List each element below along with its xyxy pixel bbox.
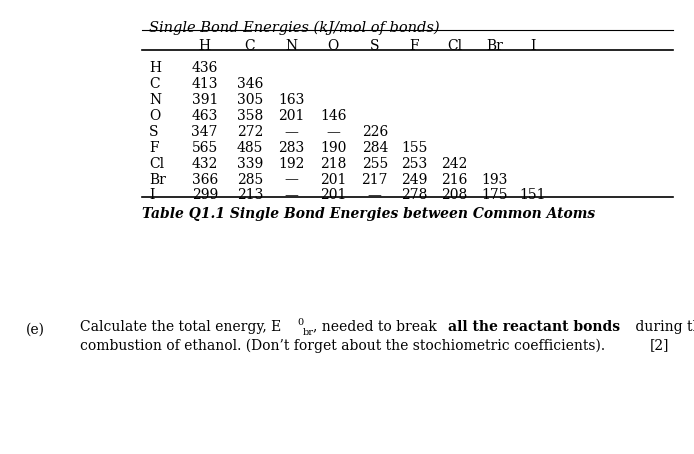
Text: 193: 193 xyxy=(482,173,508,187)
Text: 565: 565 xyxy=(192,141,218,155)
Text: 146: 146 xyxy=(320,109,346,123)
Text: 208: 208 xyxy=(441,188,468,202)
Text: O: O xyxy=(328,39,339,53)
Text: all the reactant bonds: all the reactant bonds xyxy=(448,320,620,334)
Text: 255: 255 xyxy=(362,157,388,171)
Text: 283: 283 xyxy=(278,141,305,155)
Text: 305: 305 xyxy=(237,93,263,107)
Text: 0: 0 xyxy=(297,318,303,327)
Text: Br: Br xyxy=(149,173,166,187)
Text: 242: 242 xyxy=(441,157,468,171)
Text: 226: 226 xyxy=(362,125,388,139)
Text: N: N xyxy=(149,93,161,107)
Text: Cl: Cl xyxy=(149,157,164,171)
Text: 432: 432 xyxy=(192,157,218,171)
Text: O: O xyxy=(149,109,160,123)
Text: [2]: [2] xyxy=(650,338,670,352)
Text: (e): (e) xyxy=(26,322,45,336)
Text: 391: 391 xyxy=(192,93,218,107)
Text: I: I xyxy=(530,39,536,53)
Text: 217: 217 xyxy=(362,173,388,187)
Text: 155: 155 xyxy=(401,141,428,155)
Text: 436: 436 xyxy=(192,61,218,75)
Text: 284: 284 xyxy=(362,141,388,155)
Text: combustion of ethanol. (Don’t forget about the stochiometric coefficients).: combustion of ethanol. (Don’t forget abo… xyxy=(80,338,605,353)
Text: S: S xyxy=(149,125,159,139)
Text: F: F xyxy=(149,141,159,155)
Text: 249: 249 xyxy=(401,173,428,187)
Text: 413: 413 xyxy=(192,77,218,91)
Text: 163: 163 xyxy=(278,93,305,107)
Text: S: S xyxy=(370,39,380,53)
Text: 190: 190 xyxy=(320,141,346,155)
Text: Calculate the total energy, E: Calculate the total energy, E xyxy=(80,320,281,334)
Text: 347: 347 xyxy=(192,125,218,139)
Text: —: — xyxy=(285,173,298,187)
Text: , needed to break: , needed to break xyxy=(313,320,441,334)
Text: during the: during the xyxy=(632,320,694,334)
Text: 358: 358 xyxy=(237,109,263,123)
Text: 201: 201 xyxy=(278,109,305,123)
Text: 272: 272 xyxy=(237,125,263,139)
Text: 278: 278 xyxy=(401,188,428,202)
Text: 175: 175 xyxy=(482,188,508,202)
Text: C: C xyxy=(149,77,160,91)
Text: 299: 299 xyxy=(192,188,218,202)
Text: N: N xyxy=(285,39,298,53)
Text: H: H xyxy=(149,61,161,75)
Text: Br: Br xyxy=(486,39,503,53)
Text: 192: 192 xyxy=(278,157,305,171)
Text: —: — xyxy=(285,188,298,202)
Text: br: br xyxy=(303,328,314,337)
Text: 463: 463 xyxy=(192,109,218,123)
Text: 151: 151 xyxy=(520,188,546,202)
Text: 485: 485 xyxy=(237,141,263,155)
Text: 339: 339 xyxy=(237,157,263,171)
Text: 213: 213 xyxy=(237,188,263,202)
Text: I: I xyxy=(149,188,155,202)
Text: Table Q1.1 Single Bond Energies between Common Atoms: Table Q1.1 Single Bond Energies between … xyxy=(142,207,595,221)
Text: 218: 218 xyxy=(320,157,346,171)
Text: 346: 346 xyxy=(237,77,263,91)
Text: 201: 201 xyxy=(320,173,346,187)
Text: 201: 201 xyxy=(320,188,346,202)
Text: Cl: Cl xyxy=(447,39,462,53)
Text: 285: 285 xyxy=(237,173,263,187)
Text: 253: 253 xyxy=(401,157,428,171)
Text: H: H xyxy=(198,39,211,53)
Text: Single Bond Energies (kJ/mol of bonds): Single Bond Energies (kJ/mol of bonds) xyxy=(149,20,440,35)
Text: —: — xyxy=(326,125,340,139)
Text: 366: 366 xyxy=(192,173,218,187)
Text: F: F xyxy=(409,39,419,53)
Text: —: — xyxy=(368,188,382,202)
Text: 216: 216 xyxy=(441,173,468,187)
Text: —: — xyxy=(285,125,298,139)
Text: C: C xyxy=(244,39,255,53)
